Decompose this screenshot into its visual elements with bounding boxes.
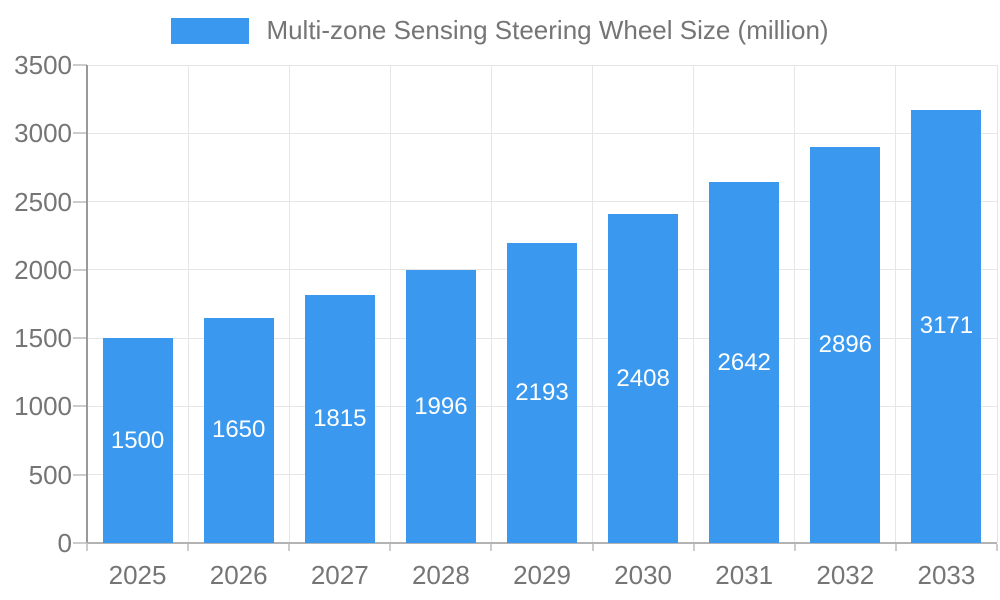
bar-2025[interactable] bbox=[102, 338, 173, 543]
gridline-horizontal bbox=[87, 132, 997, 134]
y-axis-tick-label: 3500 bbox=[14, 50, 72, 80]
y-axis-tick bbox=[73, 337, 87, 340]
bar-2026[interactable] bbox=[203, 317, 274, 543]
y-axis-tick bbox=[73, 268, 87, 271]
gridline-vertical bbox=[895, 65, 897, 543]
gridline-vertical bbox=[794, 65, 796, 543]
gridline-vertical bbox=[996, 65, 998, 543]
x-axis-tick bbox=[288, 544, 291, 551]
bar-2032[interactable] bbox=[810, 147, 881, 543]
gridline-horizontal bbox=[87, 201, 997, 203]
y-axis-tick bbox=[73, 405, 87, 408]
gridline-vertical bbox=[389, 65, 391, 543]
y-axis-tick bbox=[73, 542, 87, 544]
gridline-vertical bbox=[693, 65, 695, 543]
gridline-vertical bbox=[592, 65, 594, 543]
gridline-horizontal bbox=[87, 64, 997, 66]
y-axis-tick-label: 2000 bbox=[14, 254, 72, 285]
bar-2033[interactable] bbox=[911, 109, 982, 543]
x-axis-line bbox=[87, 542, 997, 544]
y-axis-line bbox=[86, 65, 88, 543]
y-axis-tick bbox=[73, 64, 87, 66]
y-axis-tick-label: 500 bbox=[28, 459, 72, 490]
bar-2030[interactable] bbox=[608, 214, 679, 543]
gridline-vertical bbox=[490, 65, 492, 543]
x-axis-tick-label: 2025 bbox=[108, 560, 167, 590]
x-axis-tick-label: 2027 bbox=[310, 560, 369, 590]
x-axis-tick-label: 2033 bbox=[917, 560, 976, 590]
x-axis-tick bbox=[490, 544, 493, 551]
x-axis-tick-label: 2029 bbox=[513, 560, 571, 590]
x-axis-tick bbox=[692, 544, 695, 551]
bar-2031[interactable] bbox=[709, 182, 780, 543]
y-axis-tick-label: 1000 bbox=[14, 391, 72, 422]
y-axis-tick-label: 0 bbox=[57, 528, 72, 558]
y-axis-tick bbox=[73, 473, 87, 476]
x-axis-tick bbox=[86, 544, 88, 551]
y-axis-tick-label: 3000 bbox=[14, 118, 72, 149]
y-axis-tick-label: 2500 bbox=[14, 186, 72, 217]
gridline-vertical bbox=[288, 65, 290, 543]
x-axis-tick bbox=[894, 544, 897, 551]
x-axis-tick bbox=[389, 544, 392, 551]
x-axis-tick bbox=[591, 544, 594, 551]
x-axis-tick-label: 2030 bbox=[614, 560, 673, 590]
legend-label: Multi-zone Sensing Steering Wheel Size (… bbox=[266, 15, 829, 45]
x-axis-tick-label: 2028 bbox=[411, 560, 470, 590]
x-axis-tick-label: 2031 bbox=[715, 560, 774, 590]
legend[interactable]: Multi-zone Sensing Steering Wheel Size (… bbox=[0, 15, 1000, 46]
y-axis-tick-label: 1500 bbox=[14, 323, 72, 354]
y-axis-tick bbox=[73, 200, 87, 203]
x-axis-tick bbox=[187, 544, 190, 551]
bar-2028[interactable] bbox=[405, 270, 476, 543]
bar-2029[interactable] bbox=[507, 243, 577, 543]
gridline-vertical bbox=[187, 65, 189, 543]
legend-swatch bbox=[171, 17, 250, 44]
x-axis-tick bbox=[793, 544, 796, 551]
x-axis-tick-label: 2026 bbox=[209, 560, 268, 590]
x-axis-tick bbox=[996, 544, 998, 551]
y-axis-tick bbox=[73, 132, 87, 135]
bar-2027[interactable] bbox=[304, 295, 375, 543]
x-axis-tick-label: 2032 bbox=[816, 560, 875, 590]
